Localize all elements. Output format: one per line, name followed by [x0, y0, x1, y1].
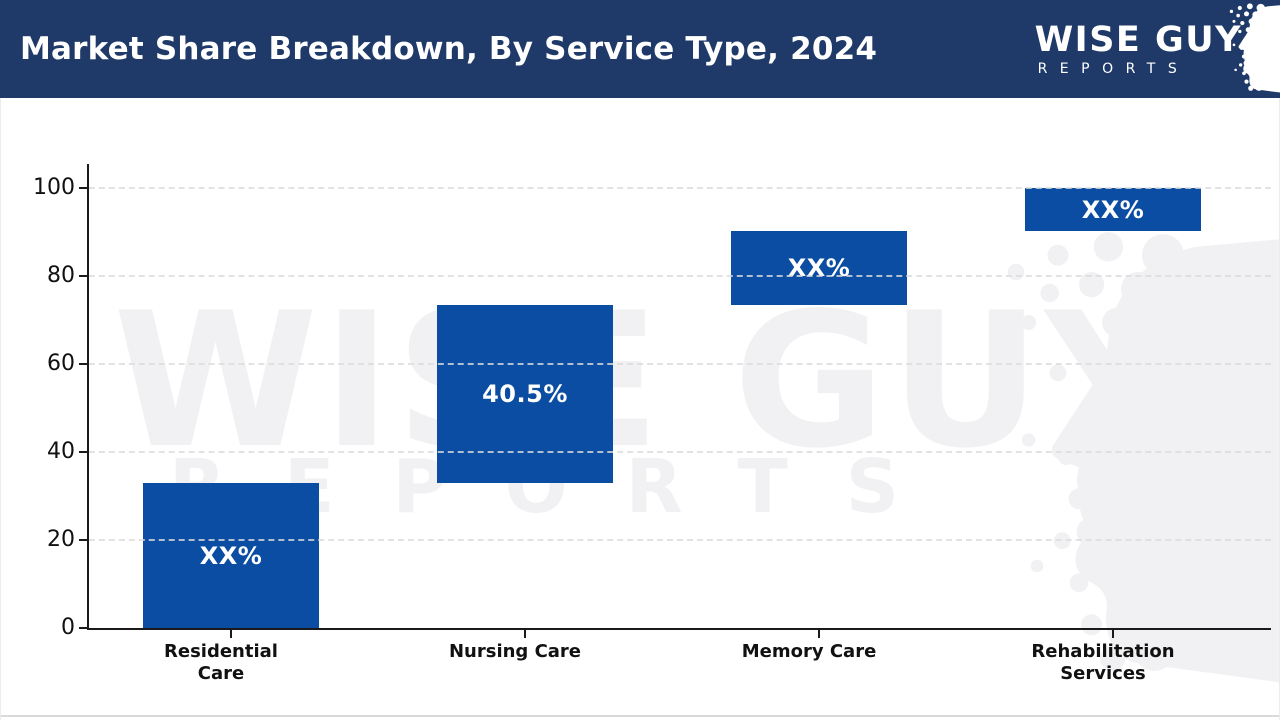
- gridline-80: [89, 275, 1271, 277]
- bar-value-label: XX%: [1081, 195, 1145, 224]
- x-category-label: Nursing Care: [448, 641, 582, 662]
- page-title: Market Share Breakdown, By Service Type,…: [20, 31, 878, 67]
- gridline-100: [89, 187, 1271, 189]
- y-tick-label: 0: [61, 615, 75, 640]
- bar-value-label: 40.5%: [482, 380, 568, 409]
- brand-name: WISE GUY: [1034, 19, 1242, 60]
- gridline-20: [89, 539, 1271, 541]
- bar-value-label: XX%: [199, 541, 263, 570]
- header-bar: Market Share Breakdown, By Service Type,…: [0, 0, 1280, 98]
- y-tick-label: 60: [47, 351, 75, 376]
- x-axis-line: [87, 628, 1271, 630]
- x-tick-mark: [230, 630, 232, 638]
- y-tick-mark: [79, 627, 88, 629]
- y-tick-label: 80: [47, 263, 75, 288]
- y-tick-mark: [79, 363, 88, 365]
- brand-subtitle: REPORTS: [1037, 60, 1190, 77]
- bar-segment: 40.5%: [437, 305, 613, 484]
- y-tick-mark: [79, 451, 88, 453]
- chart-canvas: WISE GUY REPORTS XX% 40.5% XX% XX% 0 20 40 60 8…: [0, 98, 1280, 720]
- x-category-label: Residential Care: [164, 641, 278, 684]
- x-category-label: Rehabilitation Services: [1031, 641, 1175, 684]
- gridline-60: [89, 363, 1271, 365]
- y-axis-line: [87, 164, 89, 630]
- brand-logo-text: WISE GUY REPORTS: [1034, 19, 1242, 77]
- x-tick-mark: [1112, 630, 1114, 638]
- y-tick-mark: [79, 539, 88, 541]
- gridline-40: [89, 451, 1271, 453]
- bar-segment: XX%: [143, 483, 319, 628]
- x-tick-mark: [818, 630, 820, 638]
- x-category-label: Memory Care: [741, 641, 877, 662]
- y-tick-label: 40: [47, 439, 75, 464]
- waterfall-bar-chart: XX% 40.5% XX% XX%: [89, 164, 1271, 628]
- footer-divider: [1, 715, 1279, 717]
- x-tick-mark: [524, 630, 526, 638]
- y-tick-label: 100: [33, 175, 75, 200]
- bar-value-label: XX%: [787, 254, 851, 283]
- y-tick-mark: [79, 275, 88, 277]
- y-tick-label: 20: [47, 527, 75, 552]
- brand-logo: WISE GUY REPORTS: [1035, 3, 1280, 95]
- bar-segment: XX%: [731, 231, 907, 306]
- bar-segment: XX%: [1025, 188, 1201, 232]
- y-tick-mark: [79, 187, 88, 189]
